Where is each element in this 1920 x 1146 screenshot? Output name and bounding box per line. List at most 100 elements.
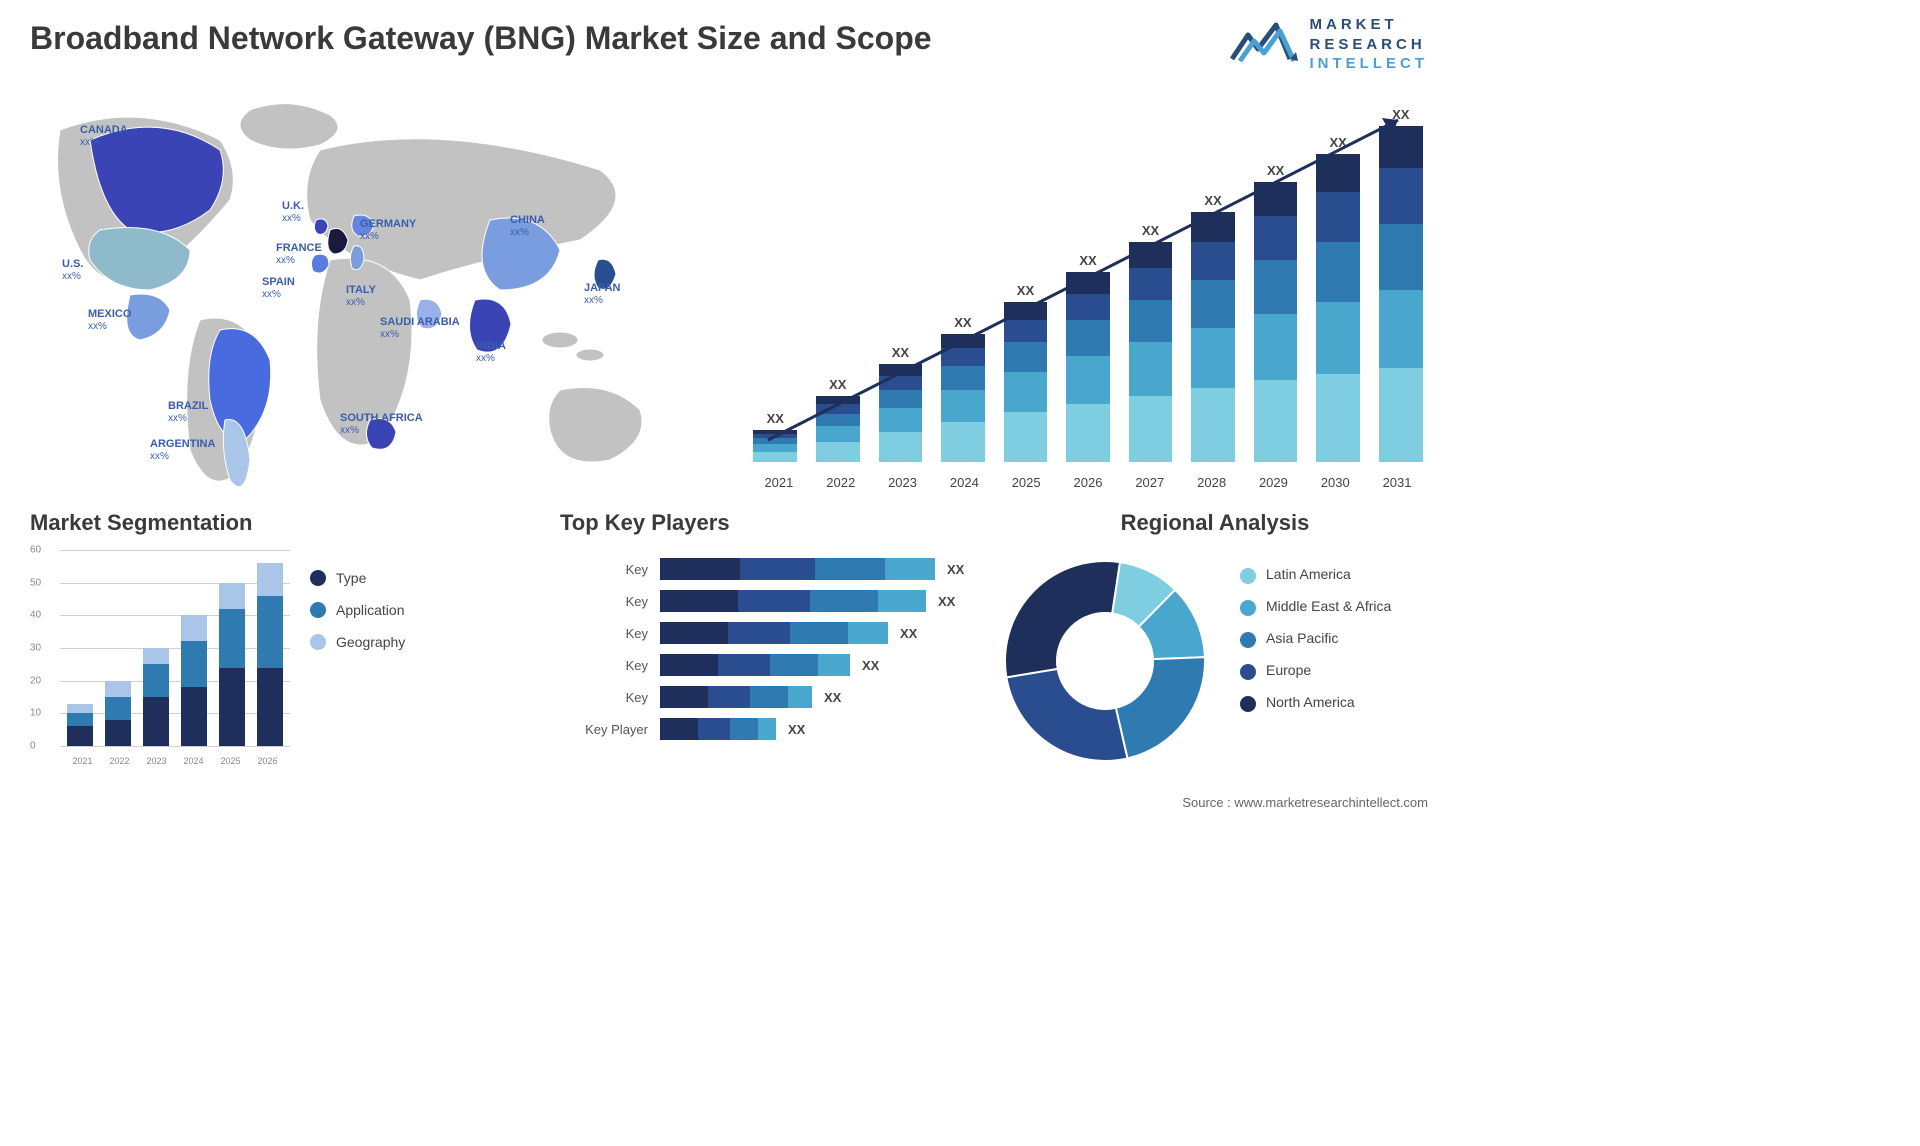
tkp-row: Key Player XX: [560, 718, 980, 740]
map-label: CHINAxx%: [510, 214, 545, 239]
tkp-bar: [660, 622, 888, 644]
tkp-bar-segment: [788, 686, 812, 708]
main-bar-segment: [1191, 388, 1235, 462]
main-bar-year-label: 2027: [1119, 475, 1181, 490]
main-bar-segment: [1191, 280, 1235, 328]
main-bar-segment: [879, 390, 923, 408]
regional-legend: Latin AmericaMiddle East & AfricaAsia Pa…: [1240, 566, 1391, 726]
seg-bar-segment: [143, 664, 169, 697]
seg-ytick: 10: [30, 708, 41, 719]
donut-slice: [1116, 657, 1205, 758]
main-bar-value-label: XX: [1330, 135, 1347, 150]
legend-dot-icon: [1240, 600, 1256, 616]
main-bar-year-label: 2031: [1366, 475, 1428, 490]
regional-legend-item: Asia Pacific: [1240, 630, 1391, 648]
legend-dot-icon: [1240, 632, 1256, 648]
seg-bar-segment: [219, 668, 245, 746]
tkp-bar-segment: [758, 718, 776, 740]
main-bar-chart: XXXXXXXXXXXXXXXXXXXXXX 20212022202320242…: [748, 90, 1428, 490]
regional-legend-label: North America: [1266, 694, 1355, 711]
map-label: GERMANYxx%: [360, 218, 416, 243]
main-bar-segment: [1004, 320, 1048, 342]
main-bar-segment: [879, 432, 923, 462]
main-bar-segment: [1004, 302, 1048, 320]
seg-bar-segment: [143, 648, 169, 664]
legend-dot-icon: [310, 570, 326, 586]
main-bar-segment: [816, 396, 860, 404]
main-bar-segment: [1254, 216, 1298, 260]
main-bar-year-label: 2028: [1181, 475, 1243, 490]
tkp-value-label: XX: [824, 690, 841, 705]
main-bar-segment: [941, 422, 985, 462]
regional-legend-item: Latin America: [1240, 566, 1391, 584]
seg-legend-label: Type: [336, 570, 366, 586]
tkp-row-label: Key Player: [560, 722, 660, 737]
tkp-row-label: Key: [560, 626, 660, 641]
tkp-bar-segment: [728, 622, 790, 644]
tkp-bar-segment: [878, 590, 926, 612]
tkp-bar-segment: [708, 686, 750, 708]
tkp-row: Key XX: [560, 686, 980, 708]
seg-bar-segment: [181, 687, 207, 746]
logo-mark-icon: [1230, 17, 1300, 72]
tkp-bar-segment: [770, 654, 818, 676]
tkp-row-label: Key: [560, 658, 660, 673]
seg-bar-segment: [257, 563, 283, 596]
main-bar-segment: [941, 390, 985, 422]
source-text: Source : www.marketresearchintellect.com: [1182, 795, 1428, 810]
main-bar-year-label: 2026: [1057, 475, 1119, 490]
main-bar-column: XX: [873, 345, 928, 462]
seg-bar-segment: [105, 697, 131, 720]
map-label: CANADAxx%: [80, 124, 128, 149]
tkp-row-label: Key: [560, 690, 660, 705]
donut-slice: [1005, 561, 1120, 677]
tkp-value-label: XX: [862, 658, 879, 673]
tkp-bar-segment: [738, 590, 810, 612]
main-bar-column: XX: [1373, 107, 1428, 462]
tkp-bar-segment: [815, 558, 885, 580]
main-bar-year-label: 2030: [1304, 475, 1366, 490]
main-bar-segment: [753, 452, 797, 462]
segmentation-chart: 0102030405060 202120222023202420252026: [30, 550, 290, 770]
seg-ytick: 20: [30, 675, 41, 686]
main-bar-segment: [1066, 272, 1110, 294]
tkp-bar: [660, 654, 850, 676]
seg-ytick: 40: [30, 610, 41, 621]
seg-bar-segment: [257, 596, 283, 668]
seg-bar-segment: [219, 583, 245, 609]
tkp-row: KeyXX: [560, 622, 980, 644]
legend-dot-icon: [1240, 664, 1256, 680]
legend-dot-icon: [310, 634, 326, 650]
tkp-row: Key XX: [560, 654, 980, 676]
main-bar-segment: [1004, 372, 1048, 412]
tkp-bar-segment: [790, 622, 848, 644]
segmentation-title: Market Segmentation: [30, 510, 460, 536]
tkp-bar-segment: [730, 718, 758, 740]
seg-bar-segment: [181, 641, 207, 687]
main-bar-segment: [816, 414, 860, 426]
seg-year-label: 2026: [249, 756, 286, 766]
main-bar-column: XX: [811, 377, 866, 462]
main-bar-segment: [1379, 290, 1423, 368]
main-bar-column: XX: [1248, 163, 1303, 462]
tkp-row: KeyXX: [560, 590, 980, 612]
main-bar-segment: [1379, 126, 1423, 168]
map-label: SPAINxx%: [262, 276, 295, 301]
tkp-bar-segment: [698, 718, 730, 740]
seg-ytick: 50: [30, 577, 41, 588]
world-map: CANADAxx%U.S.xx%MEXICOxx%BRAZILxx%ARGENT…: [20, 90, 710, 490]
map-label: U.K.xx%: [282, 200, 304, 225]
main-bar-column: XX: [1311, 135, 1366, 462]
regional-legend-label: Latin America: [1266, 566, 1351, 583]
main-bar-segment: [941, 334, 985, 348]
map-label: BRAZILxx%: [168, 400, 208, 425]
main-bar-year-label: 2025: [995, 475, 1057, 490]
seg-bar-segment: [105, 720, 131, 746]
main-bar-segment: [1129, 242, 1173, 268]
tkp-value-label: XX: [788, 722, 805, 737]
main-bar-segment: [1066, 356, 1110, 404]
tkp-bar: [660, 590, 926, 612]
tkp-bar-segment: [810, 590, 878, 612]
main-bar-column: XX: [936, 315, 991, 462]
tkp-bar-segment: [885, 558, 935, 580]
